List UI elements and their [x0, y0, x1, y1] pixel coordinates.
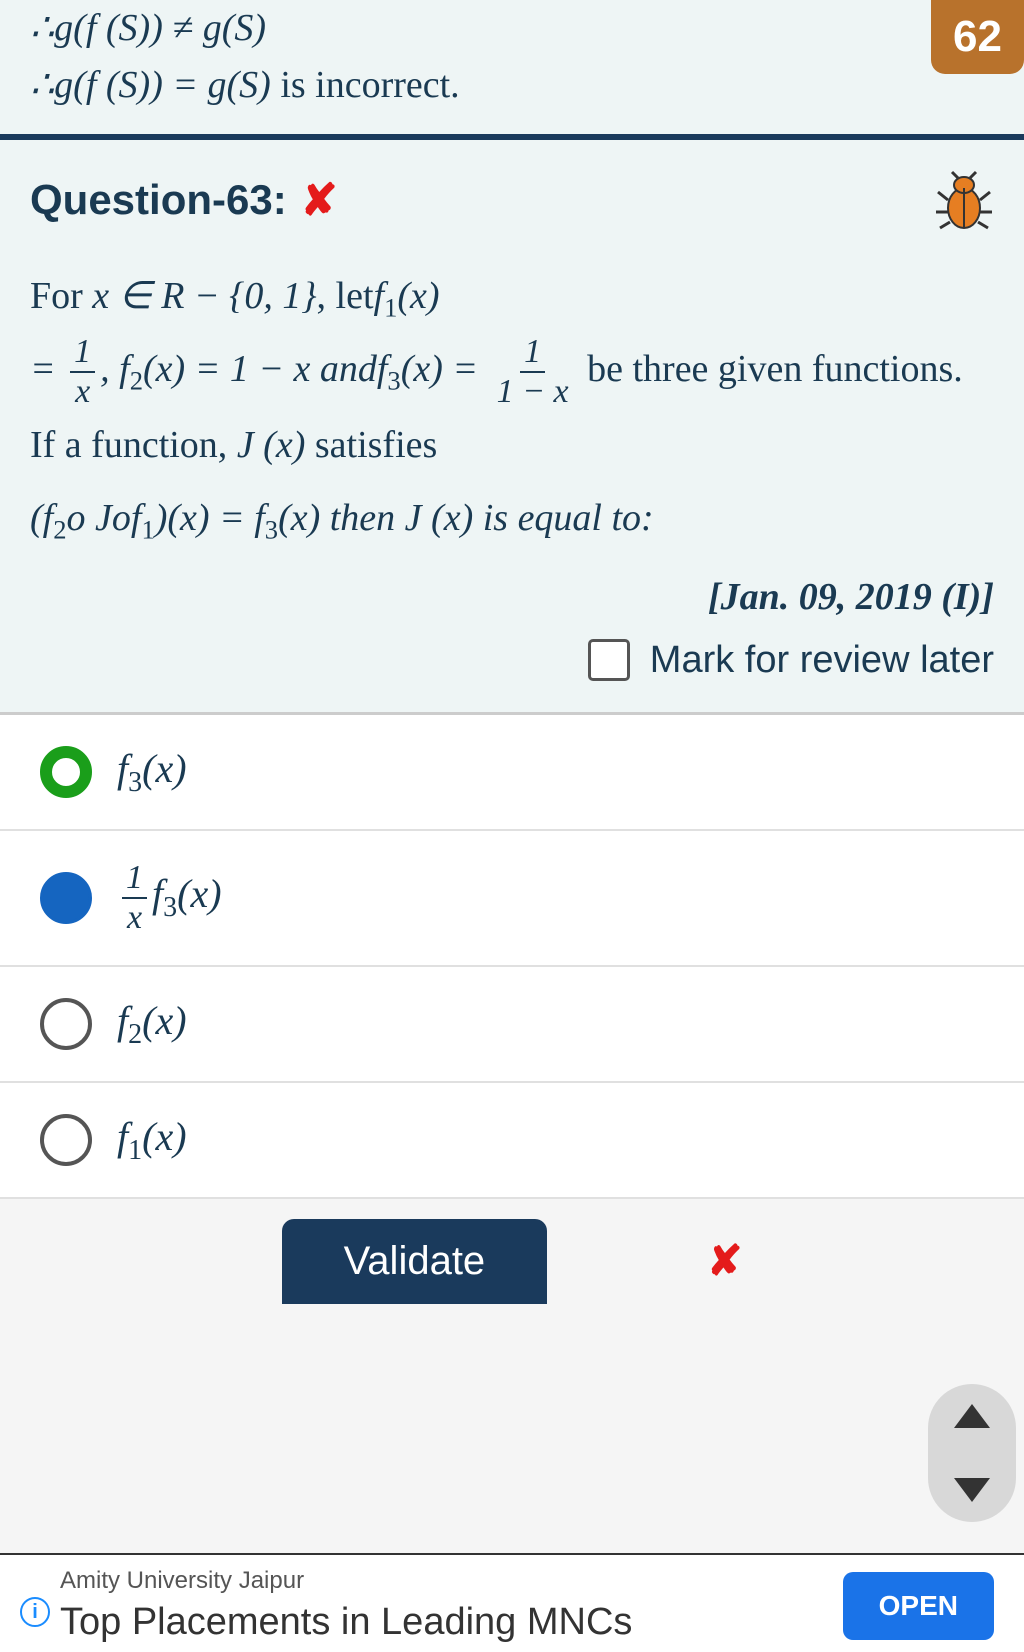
scroll-up-icon[interactable] [954, 1404, 990, 1428]
option-a[interactable]: f3(x) [0, 715, 1024, 831]
wrong-icon: ✘ [301, 175, 338, 226]
option-b[interactable]: 1xf3(x) [0, 831, 1024, 967]
prev-line-2: ∴g(f (S)) = g(S) is incorrect. [30, 57, 994, 114]
option-c[interactable]: f2(x) [0, 967, 1024, 1083]
ad-advertiser: Amity University Jaipur [60, 1567, 632, 1595]
ad-headline: Top Placements in Leading MNCs [60, 1601, 632, 1644]
prev-line-1: ∴g(f (S)) ≠ g(S) [30, 0, 994, 57]
mark-review-checkbox[interactable] [588, 639, 630, 681]
clear-icon[interactable]: ✘ [707, 1236, 742, 1286]
bug-report-icon[interactable] [934, 170, 994, 230]
radio-correct-icon [40, 746, 92, 798]
ad-open-button[interactable]: OPEN [843, 1572, 994, 1640]
question-count-badge: 62 [931, 0, 1024, 74]
question-title: Question-63: ✘ [30, 175, 338, 226]
answer-options: f3(x) 1xf3(x) f2(x) f1(x) [0, 715, 1024, 1199]
validate-button[interactable]: Validate [282, 1219, 548, 1304]
radio-selected-icon [40, 872, 92, 924]
radio-empty-icon [40, 1114, 92, 1166]
ad-banner[interactable]: i Amity University Jaipur Top Placements… [0, 1553, 1024, 1652]
option-d[interactable]: f1(x) [0, 1083, 1024, 1199]
question-date: [Jan. 09, 2019 (I)] [30, 575, 994, 619]
scroll-widget [928, 1384, 1016, 1522]
validate-row: Validate ✘ [0, 1199, 1024, 1304]
radio-empty-icon [40, 998, 92, 1050]
ad-info-icon[interactable]: i [20, 1597, 50, 1627]
scroll-down-icon[interactable] [954, 1478, 990, 1502]
mark-review-label: Mark for review later [650, 639, 994, 682]
previous-answer-section: 62 ∴g(f (S)) ≠ g(S) ∴g(f (S)) = g(S) is … [0, 0, 1024, 140]
question-section: Question-63: ✘ For x ∈ R − {0, 1}, letf1… [0, 140, 1024, 715]
question-body: For x ∈ R − {0, 1}, letf1(x) = 1x, f2(x)… [30, 260, 994, 555]
